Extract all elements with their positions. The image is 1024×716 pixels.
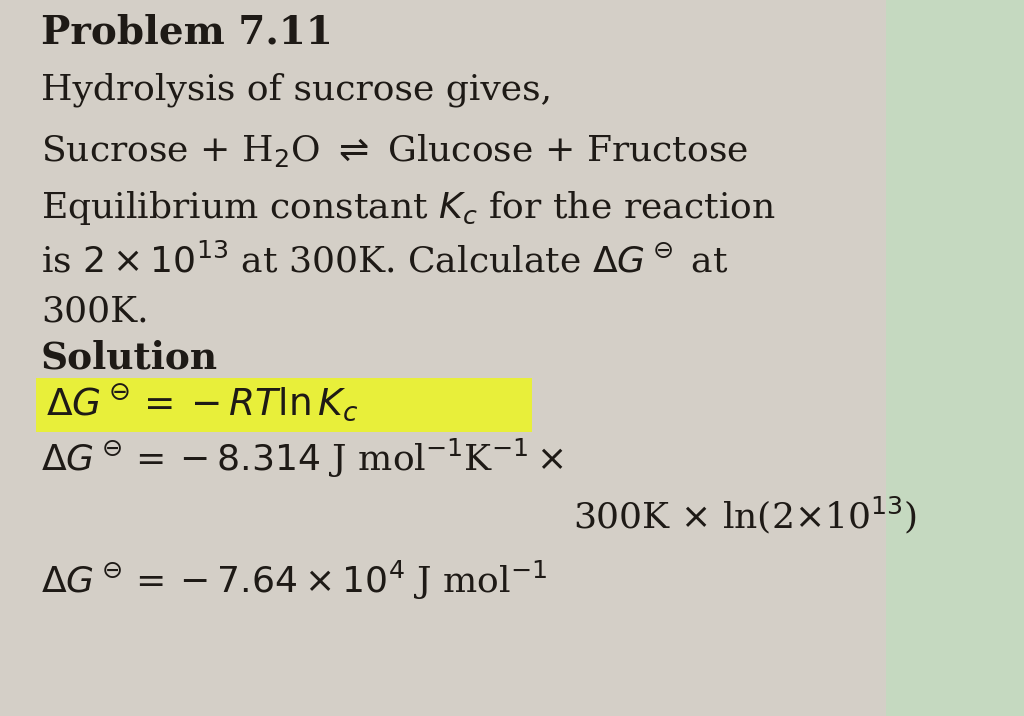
Text: $\Delta G^\ominus=-8.314$ J mol$^{-1}$K$^{-1}\times$: $\Delta G^\ominus=-8.314$ J mol$^{-1}$K$…: [41, 437, 564, 480]
Text: Equilibrium constant $K_c$ for the reaction: Equilibrium constant $K_c$ for the react…: [41, 188, 775, 227]
Bar: [886, 0, 1024, 716]
Text: Solution: Solution: [41, 339, 218, 377]
Text: Sucrose + H$_2$O $\rightleftharpoons$ Glucose + Fructose: Sucrose + H$_2$O $\rightleftharpoons$ Gl…: [41, 132, 749, 169]
Text: 300K.: 300K.: [41, 294, 148, 329]
Text: Hydrolysis of sucrose gives,: Hydrolysis of sucrose gives,: [41, 72, 552, 107]
Text: $\Delta G^\ominus=-7.64\times10^4$ J mol$^{-1}$: $\Delta G^\ominus=-7.64\times10^4$ J mol…: [41, 558, 548, 601]
Text: 300K $\times$ ln(2$\times$10$^{13}$): 300K $\times$ ln(2$\times$10$^{13}$): [573, 495, 918, 536]
Text: $\Delta G^\ominus=-RT\ln K_c$: $\Delta G^\ominus=-RT\ln K_c$: [46, 382, 358, 423]
Text: Problem 7.11: Problem 7.11: [41, 13, 333, 52]
Text: is $2\times10^{13}$ at 300K. Calculate $\Delta G^\ominus$ at: is $2\times10^{13}$ at 300K. Calculate $…: [41, 243, 728, 279]
FancyBboxPatch shape: [36, 378, 532, 432]
